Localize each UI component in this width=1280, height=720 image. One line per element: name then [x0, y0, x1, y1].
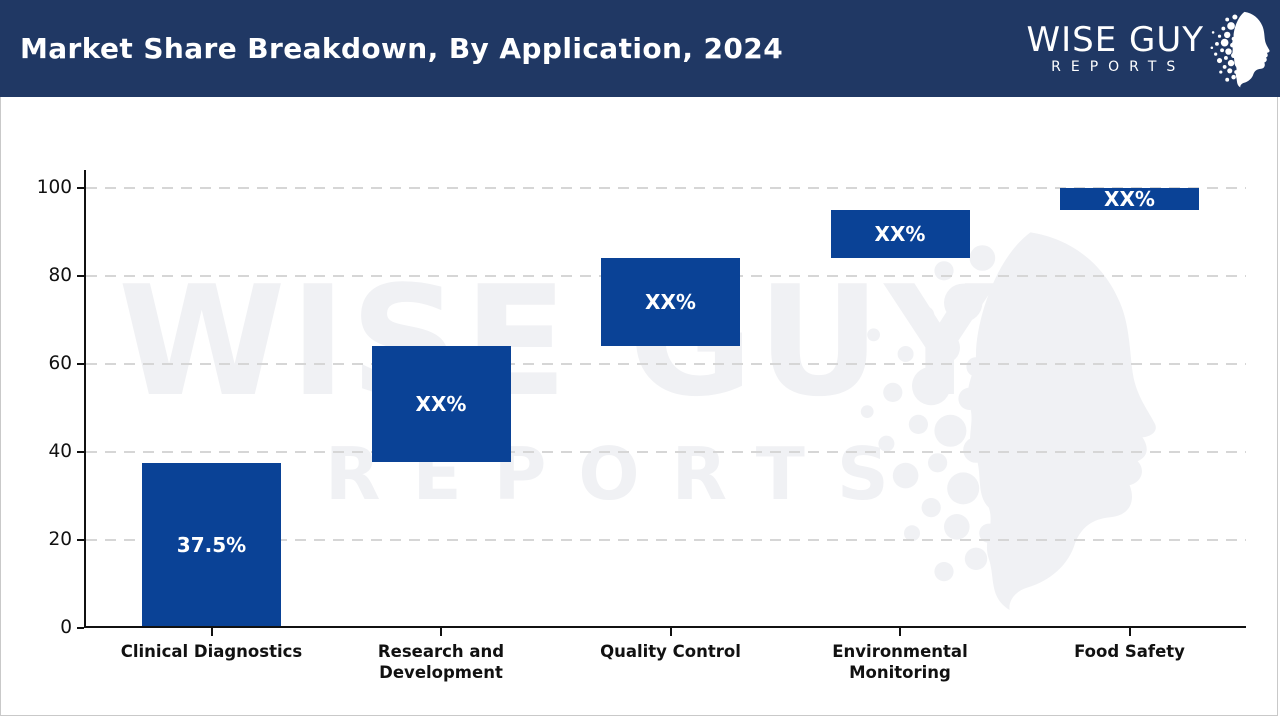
- header-bar: Market Share Breakdown, By Application, …: [0, 0, 1280, 97]
- y-axis-tick-label: 20: [48, 528, 72, 550]
- y-axis-tick: [77, 450, 84, 453]
- gridline: [86, 538, 1246, 541]
- y-axis-tick: [77, 538, 84, 541]
- chart-area: WISE GUY REPORTS 37.5% XX% XX% XX% XX% 0 20 40…: [0, 97, 1280, 720]
- bar-segment: XX%: [601, 257, 740, 346]
- bar-value-label: XX%: [415, 392, 467, 417]
- x-category-label: Quality Control: [600, 642, 741, 661]
- y-axis-tick-label: 100: [36, 176, 72, 198]
- bar-value-label: XX%: [874, 221, 926, 246]
- logo-wordmark: WISE GUY REPORTS: [1026, 23, 1204, 74]
- logo: WISE GUY REPORTS: [1026, 0, 1272, 97]
- y-axis-tick-label: 0: [60, 616, 72, 638]
- bar-value-label: 37.5%: [176, 533, 247, 557]
- bar-segment: XX%: [1060, 186, 1199, 211]
- y-axis-tick: [77, 186, 84, 189]
- x-category-label: Clinical Diagnostics: [120, 642, 303, 661]
- bar-value-label: XX%: [645, 289, 696, 314]
- x-axis-tick: [669, 628, 672, 636]
- bar-value-label: XX%: [1104, 186, 1155, 211]
- x-axis-tick: [210, 628, 213, 636]
- bar-segment: XX%: [371, 345, 511, 463]
- x-axis-tick: [1128, 628, 1131, 636]
- x-category-label: Food Safety: [1074, 642, 1185, 661]
- watermark-head-icon: [860, 232, 1156, 610]
- x-axis-line: [84, 626, 1246, 628]
- x-axis-tick: [899, 628, 901, 636]
- gridline: [86, 450, 1246, 453]
- watermark-wordmark: WISE GUY: [118, 253, 999, 430]
- logo-head-icon: [1210, 11, 1270, 87]
- logo-wordmark-line2: REPORTS: [1051, 59, 1186, 75]
- bar-segment: XX%: [830, 209, 970, 258]
- x-category-label: Research and Development: [377, 642, 505, 682]
- y-axis-tick: [77, 362, 84, 365]
- bar-segment: 37.5%: [142, 462, 281, 628]
- logo-wordmark-line1: WISE GUY: [1026, 20, 1204, 60]
- gridline: [86, 362, 1246, 365]
- y-axis-line: [84, 170, 86, 628]
- y-axis-tick: [77, 626, 84, 629]
- page-title: Market Share Breakdown, By Application, …: [20, 32, 784, 65]
- y-axis-tick: [77, 274, 84, 277]
- y-axis-tick-label: 80: [48, 264, 72, 286]
- x-axis-tick: [440, 628, 442, 636]
- y-axis-tick-label: 40: [48, 440, 72, 462]
- x-category-label: Environmental Monitoring: [832, 642, 968, 682]
- gridline: [86, 186, 1246, 189]
- y-axis-tick-label: 60: [48, 352, 72, 374]
